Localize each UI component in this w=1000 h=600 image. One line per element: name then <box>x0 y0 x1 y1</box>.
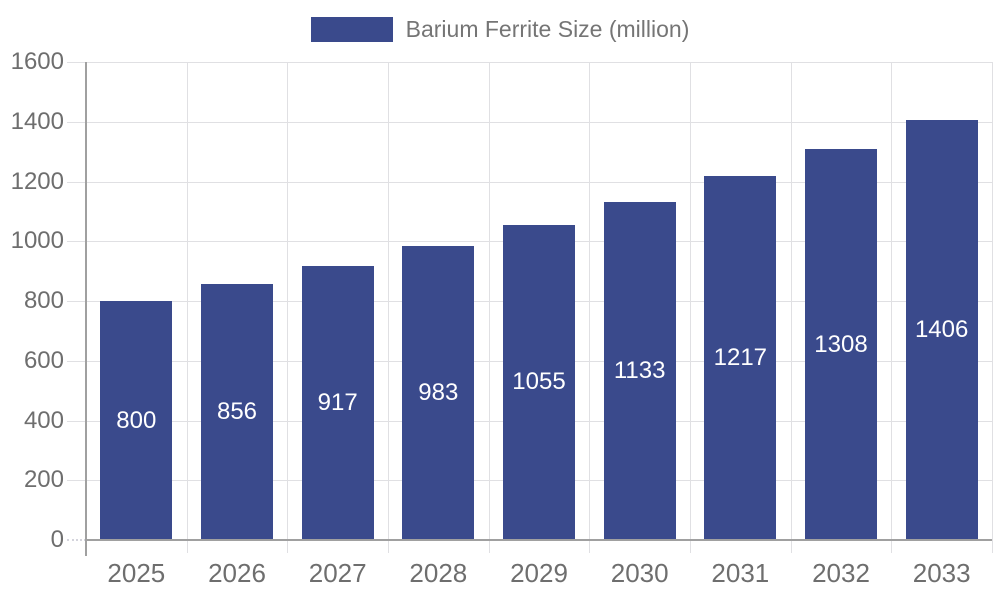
bar: 917 <box>301 266 374 540</box>
x-tick-label: 2028 <box>409 558 468 588</box>
y-axis-line <box>85 62 87 556</box>
x-tick-label: 2032 <box>812 558 870 588</box>
bar: 800 <box>100 301 173 540</box>
bar: 1055 <box>503 224 575 540</box>
y-tick-label: 1600 <box>10 48 64 75</box>
bar-value-label: 800 <box>116 406 157 434</box>
v-gridline <box>287 62 289 553</box>
legend-item[interactable]: Barium Ferrite Size (million) <box>0 17 1000 42</box>
bar-value-label: 1217 <box>713 344 768 372</box>
y-tick-label: 1200 <box>10 167 64 195</box>
bar: 983 <box>402 246 475 540</box>
h-gridline <box>67 181 992 183</box>
h-gridline <box>67 62 992 63</box>
h-gridline-zero <box>67 539 86 541</box>
x-tick-label: 2026 <box>208 558 266 588</box>
bar: 856 <box>201 284 273 540</box>
x-tick-label: 2031 <box>711 558 770 588</box>
bar-value-label: 1133 <box>613 356 666 384</box>
x-tick-label: 2027 <box>308 558 367 588</box>
x-tick-label: 2029 <box>510 558 568 588</box>
y-tick-label: 600 <box>23 346 64 374</box>
x-axis-line <box>86 539 992 541</box>
bar-value-label: 983 <box>418 379 459 407</box>
bar: 1133 <box>603 201 676 540</box>
bar: 1308 <box>805 149 877 540</box>
v-gridline <box>488 62 490 553</box>
y-tick-label: 800 <box>23 287 64 314</box>
x-tick-label: 2033 <box>912 558 971 588</box>
bar-value-label: 1406 <box>914 315 969 343</box>
legend-label: Barium Ferrite Size (million) <box>405 16 690 42</box>
legend-swatch <box>310 17 393 42</box>
bar-value-label: 1055 <box>512 368 566 396</box>
v-gridline <box>388 62 389 553</box>
v-gridline <box>790 62 792 553</box>
y-tick-label: 1000 <box>10 227 64 255</box>
x-tick-label: 2030 <box>610 558 669 588</box>
y-tick-label: 400 <box>23 406 64 434</box>
h-gridline <box>67 121 992 123</box>
plot-area: 800 856 917 983 1055 1133 1217 1308 1406 <box>67 62 993 556</box>
y-tick-label: 0 <box>50 526 64 553</box>
x-tick-label: 2025 <box>107 558 166 588</box>
bar: 1217 <box>704 176 777 540</box>
v-gridline <box>589 62 591 553</box>
bar-value-label: 1308 <box>814 330 868 358</box>
v-gridline <box>891 62 893 553</box>
bar-value-label: 856 <box>216 398 258 426</box>
v-gridline <box>186 62 188 553</box>
bar: 1406 <box>905 119 978 540</box>
bar-value-label: 917 <box>317 389 358 416</box>
y-tick-label: 200 <box>23 466 64 494</box>
v-gridline <box>992 62 993 553</box>
v-gridline <box>690 62 691 553</box>
y-tick-label: 1400 <box>10 107 64 135</box>
